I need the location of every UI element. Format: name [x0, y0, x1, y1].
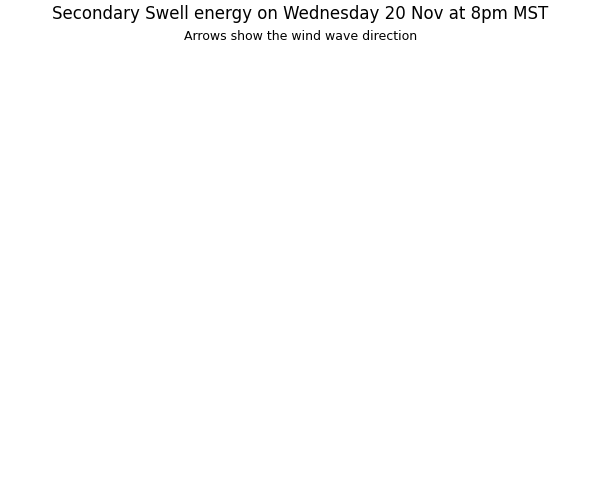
- Text: Secondary Swell energy on Wednesday 20 Nov at 8pm MST: Secondary Swell energy on Wednesday 20 N…: [52, 5, 549, 23]
- Text: Arrows show the wind wave direction: Arrows show the wind wave direction: [184, 30, 417, 43]
- Text: cartopy required: cartopy required: [243, 261, 358, 275]
